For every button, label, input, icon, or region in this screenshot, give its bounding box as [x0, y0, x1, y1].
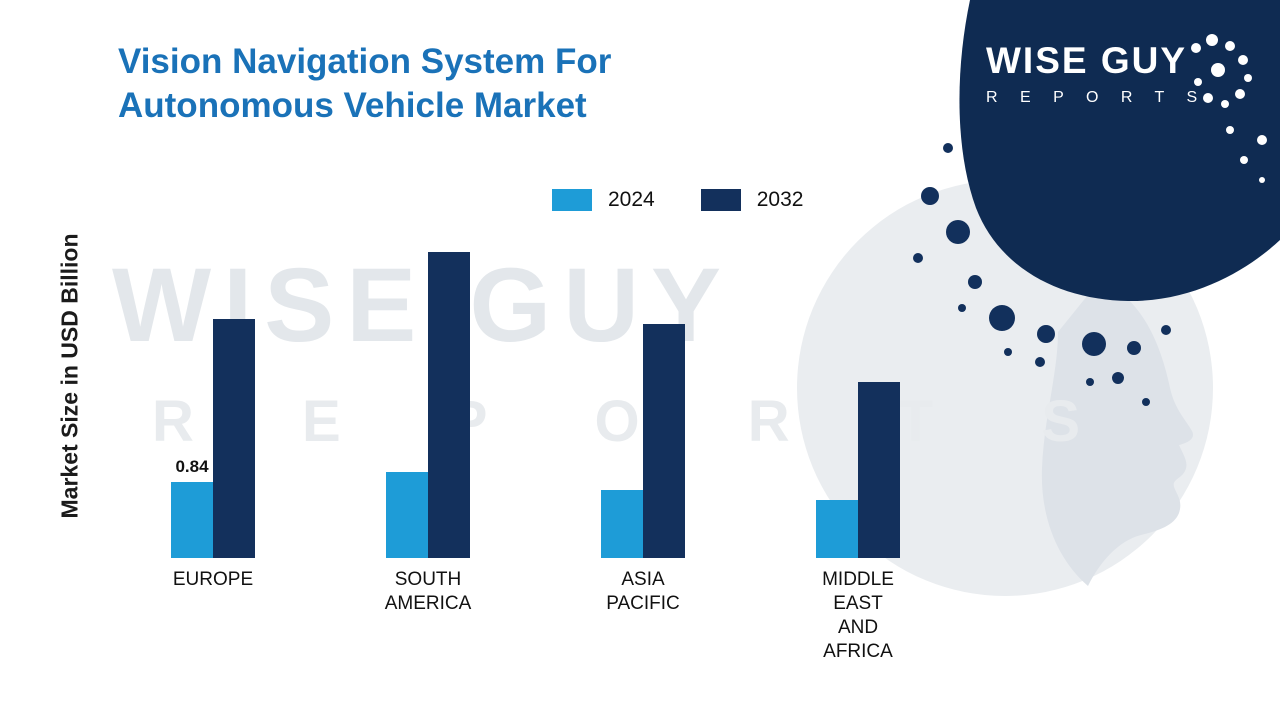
- category-label-south-america: SOUTH AMERICA: [384, 569, 472, 614]
- bar-group-middle-east-and-africa: MIDDLE EAST AND AFRICA: [788, 200, 928, 662]
- bar-2032-middle-east-and-africa: [858, 382, 900, 558]
- chart-title-line1: Vision Navigation System For: [118, 42, 612, 81]
- bar-group-asia-pacific: ASIA PACIFIC: [573, 200, 713, 614]
- legend-label-2032: 2032: [756, 188, 804, 211]
- legend-swatch-2024: [552, 189, 592, 211]
- bar-2024-asia-pacific: [601, 490, 643, 558]
- watermark-sub: R E P O R T S: [152, 389, 1127, 454]
- logo: WISE GUY R E P O R T S: [986, 40, 1206, 107]
- bar-value-label: 0.84: [175, 457, 209, 476]
- legend-item-2032: 2032: [700, 188, 804, 212]
- bar-2024-south-america: [386, 472, 428, 558]
- legend-swatch-2032: [700, 189, 741, 211]
- chart-title-line2: Autonomous Vehicle Market: [118, 86, 587, 125]
- bar-group-europe: 0.84 EUROPE: [143, 200, 283, 590]
- bar-2024-europe: 0.84: [171, 457, 213, 558]
- bar-2032-south-america: [428, 252, 470, 558]
- legend: 2024 2032: [552, 188, 803, 212]
- category-label-europe: EUROPE: [172, 569, 254, 590]
- logo-subtitle-text: R E P O R T S: [986, 89, 1207, 106]
- bar-group-south-america: SOUTH AMERICA: [358, 200, 498, 614]
- chart-area: 0.84 EUROPE SOUTH AMERICA ASIA PACIFIC MIDDLE E…: [0, 200, 1000, 662]
- bar-2032-europe: [213, 319, 255, 558]
- bar-2032-asia-pacific: [643, 324, 685, 558]
- legend-item-2024: 2024: [552, 188, 655, 212]
- category-label-asia-pacific: ASIA PACIFIC: [606, 569, 680, 614]
- logo-brand-text: WISE GUY: [986, 40, 1188, 81]
- bar-2024-middle-east-and-africa: [816, 500, 858, 558]
- legend-label-2024: 2024: [608, 188, 655, 211]
- chart-title: Vision Navigation System For Autonomous …: [118, 40, 611, 128]
- category-label-middle-east-and-africa: MIDDLE EAST AND AFRICA: [822, 569, 894, 662]
